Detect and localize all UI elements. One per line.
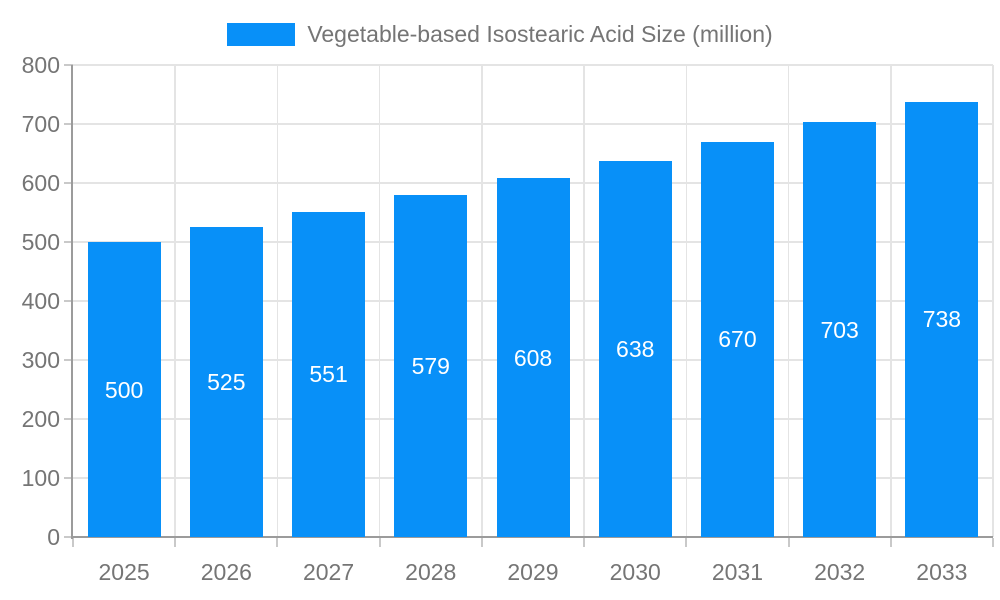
- x-axis-tick: [480, 538, 483, 547]
- x-axis-tick: [685, 538, 688, 547]
- x-axis-label-2033: 2033: [916, 559, 968, 585]
- bar-value-label: 525: [207, 369, 246, 396]
- x-axis-label-2030: 2030: [609, 559, 661, 585]
- x-axis-label-2029: 2029: [507, 559, 559, 585]
- x-axis-label-2031: 2031: [711, 559, 764, 585]
- bar-value-label: 703: [820, 316, 859, 343]
- x-axis-tick: [276, 538, 279, 547]
- y-axis-label: 500: [21, 229, 60, 255]
- bar-value-label: 551: [309, 361, 348, 388]
- y-axis-label: 200: [21, 406, 60, 432]
- x-gridline: [481, 65, 483, 537]
- bar-2033[interactable]: 738: [905, 101, 979, 537]
- y-gridline: [73, 123, 993, 125]
- x-gridline: [787, 65, 790, 537]
- bar-2025[interactable]: 500: [87, 242, 161, 537]
- x-axis-line: [71, 536, 993, 538]
- x-axis-label-2032: 2032: [814, 559, 866, 585]
- x-gridline: [378, 65, 381, 537]
- y-axis-label: 0: [47, 524, 60, 550]
- x-axis-label-2028: 2028: [405, 559, 457, 585]
- bar-value-label: 608: [513, 344, 553, 371]
- x-gridline: [685, 65, 688, 537]
- x-axis-label-2026: 2026: [200, 559, 252, 585]
- x-axis-tick: [174, 538, 177, 547]
- y-axis-tick: [64, 300, 73, 302]
- y-axis-tick: [64, 241, 73, 243]
- legend-label[interactable]: Vegetable-based Isostearic Acid Size (mi…: [307, 21, 773, 47]
- y-axis-label: 300: [21, 347, 60, 373]
- x-axis-label-2027: 2027: [302, 559, 355, 585]
- bar-value-label: 579: [411, 353, 450, 380]
- y-axis-tick: [64, 477, 73, 479]
- y-axis-tick: [64, 182, 73, 184]
- y-axis-tick: [64, 123, 73, 125]
- bar-2027[interactable]: 551: [292, 211, 366, 537]
- x-axis-tick: [889, 538, 892, 547]
- y-gridline: [73, 64, 993, 66]
- y-axis-label: 600: [21, 170, 60, 196]
- bar-2030[interactable]: 638: [598, 160, 672, 537]
- y-axis-tick: [64, 359, 73, 361]
- y-axis-tick: [64, 64, 73, 66]
- y-axis-label: 400: [21, 288, 60, 314]
- bar-2026[interactable]: 525: [189, 227, 263, 537]
- bar-value-label: 638: [616, 335, 655, 362]
- x-gridline: [174, 65, 176, 537]
- x-axis-tick: [72, 538, 74, 547]
- bar-value-label: 500: [104, 376, 144, 403]
- x-gridline: [992, 65, 994, 537]
- bar-value-label: 738: [922, 306, 962, 333]
- chart-legend[interactable]: Vegetable-based Isostearic Acid Size (mi…: [0, 21, 1000, 48]
- x-gridline: [276, 65, 279, 537]
- y-axis-label: 100: [21, 465, 60, 491]
- bar-2029[interactable]: 608: [496, 178, 570, 537]
- y-axis-line: [71, 65, 73, 539]
- x-axis-tick: [378, 538, 381, 547]
- y-axis-label: 700: [21, 111, 60, 137]
- y-axis-label: 800: [21, 52, 60, 78]
- bar-2031[interactable]: 670: [700, 141, 774, 537]
- x-axis-tick: [787, 538, 790, 547]
- bar-2028[interactable]: 579: [394, 195, 468, 537]
- bar-value-label: 670: [718, 326, 757, 353]
- x-gridline: [890, 65, 892, 537]
- x-axis-tick: [992, 538, 994, 547]
- bar-2032[interactable]: 703: [803, 122, 877, 537]
- legend-swatch-icon[interactable]: [227, 23, 296, 46]
- x-gridline: [583, 65, 585, 537]
- x-axis-label-2025: 2025: [98, 559, 150, 585]
- y-axis-tick: [64, 536, 73, 538]
- y-axis-tick: [64, 418, 73, 420]
- x-axis-tick: [583, 538, 586, 547]
